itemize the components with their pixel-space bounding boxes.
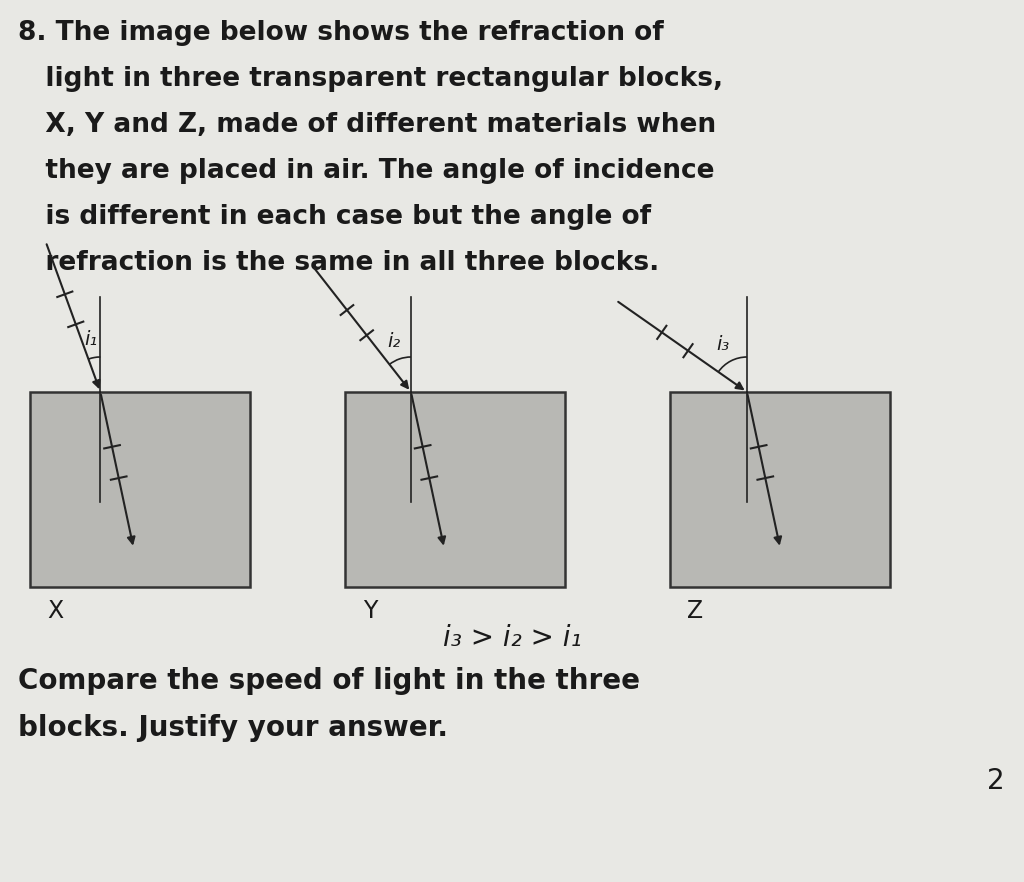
Text: 8. The image below shows the refraction of: 8. The image below shows the refraction … — [18, 20, 664, 46]
Text: refraction is the same in all three blocks.: refraction is the same in all three bloc… — [18, 250, 659, 276]
Bar — [345, 392, 565, 587]
Text: Y: Y — [362, 599, 377, 623]
Text: they are placed in air. The angle of incidence: they are placed in air. The angle of inc… — [18, 158, 715, 184]
Bar — [30, 392, 250, 587]
Text: is different in each case but the angle of: is different in each case but the angle … — [18, 204, 651, 230]
Text: i₁: i₁ — [85, 330, 98, 349]
Text: i₃: i₃ — [716, 335, 729, 355]
Bar — [670, 392, 890, 587]
Text: Z: Z — [687, 599, 703, 623]
Text: X, Y and Z, made of different materials when: X, Y and Z, made of different materials … — [18, 112, 716, 138]
Text: Compare the speed of light in the three: Compare the speed of light in the three — [18, 667, 640, 695]
Text: 2: 2 — [987, 767, 1005, 795]
Text: i₃ > i₂ > i₁: i₃ > i₂ > i₁ — [442, 624, 582, 652]
Text: blocks. Justify your answer.: blocks. Justify your answer. — [18, 714, 449, 742]
Text: light in three transparent rectangular blocks,: light in three transparent rectangular b… — [18, 66, 723, 92]
Text: X: X — [47, 599, 63, 623]
Text: i₂: i₂ — [387, 333, 400, 351]
